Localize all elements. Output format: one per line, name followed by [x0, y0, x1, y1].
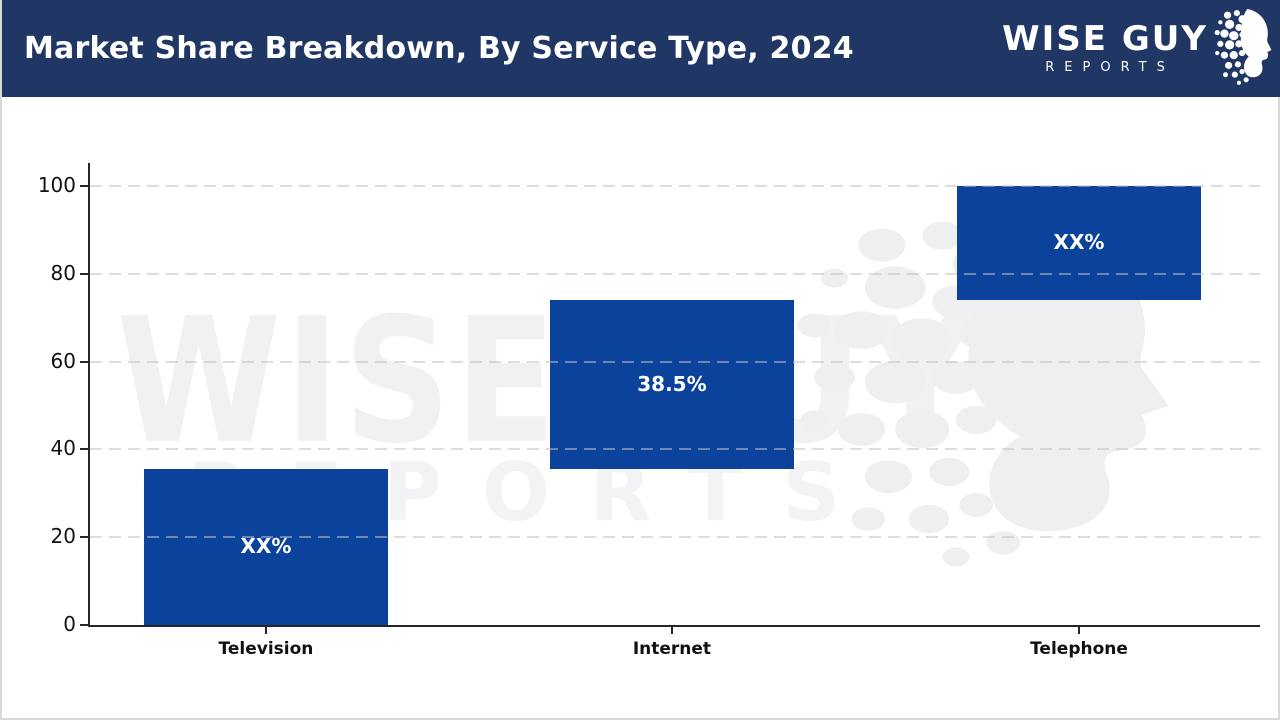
y-tickmark-20 [80, 536, 90, 539]
x-tick-label-internet: Internet [632, 639, 712, 659]
y-tick-label-80: 80 [50, 260, 76, 285]
bar-label-telephone: XX% [1053, 230, 1105, 255]
gridline-y40 [90, 448, 1260, 451]
bar-label-television: XX% [240, 534, 292, 559]
gridline-y80 [90, 272, 1260, 275]
x-tickmark-television [264, 625, 267, 634]
gridline-y60 [90, 360, 1260, 363]
page-title: Market Share Breakdown, By Service Type,… [24, 31, 854, 66]
x-tick-label-television: Television [218, 639, 314, 659]
logo-wordmark: WISE GUY [1002, 19, 1208, 59]
y-tick-label-40: 40 [50, 436, 76, 461]
bar-label-internet: 38.5% [637, 371, 707, 396]
y-tick-label-100: 100 [37, 173, 76, 197]
y-tickmark-100 [80, 185, 90, 187]
y-tick-label-60: 60 [50, 348, 76, 373]
x-tickmark-telephone [1078, 625, 1080, 634]
x-tickmark-internet [670, 625, 673, 634]
gridline-y100 [90, 185, 1260, 187]
bar-television [143, 469, 388, 625]
y-tick-label-20: 20 [50, 524, 76, 549]
watermark-wordmark: WISE GUY [116, 282, 978, 483]
header: Market Share Breakdown, By Service Type,… [2, 0, 1280, 97]
y-tickmark-80 [80, 272, 90, 275]
wiseguy-logo-text: WISE GUY REPORTS [1002, 22, 1208, 75]
logo-subtitle: REPORTS [1045, 60, 1175, 75]
gridline-y20 [90, 536, 1260, 539]
wiseguy-face-icon [1214, 8, 1272, 85]
wiseguy-logo: WISE GUY REPORTS [1002, 8, 1272, 90]
y-tickmark-60 [80, 360, 90, 363]
y-tick-label-0: 0 [63, 612, 76, 636]
y-axis-spine [88, 163, 90, 627]
bar-internet [549, 300, 794, 470]
y-tickmark-0 [80, 624, 90, 626]
x-tick-label-telephone: Telephone [1030, 639, 1128, 659]
x-axis-spine [88, 625, 1260, 627]
y-tickmark-40 [80, 448, 90, 451]
